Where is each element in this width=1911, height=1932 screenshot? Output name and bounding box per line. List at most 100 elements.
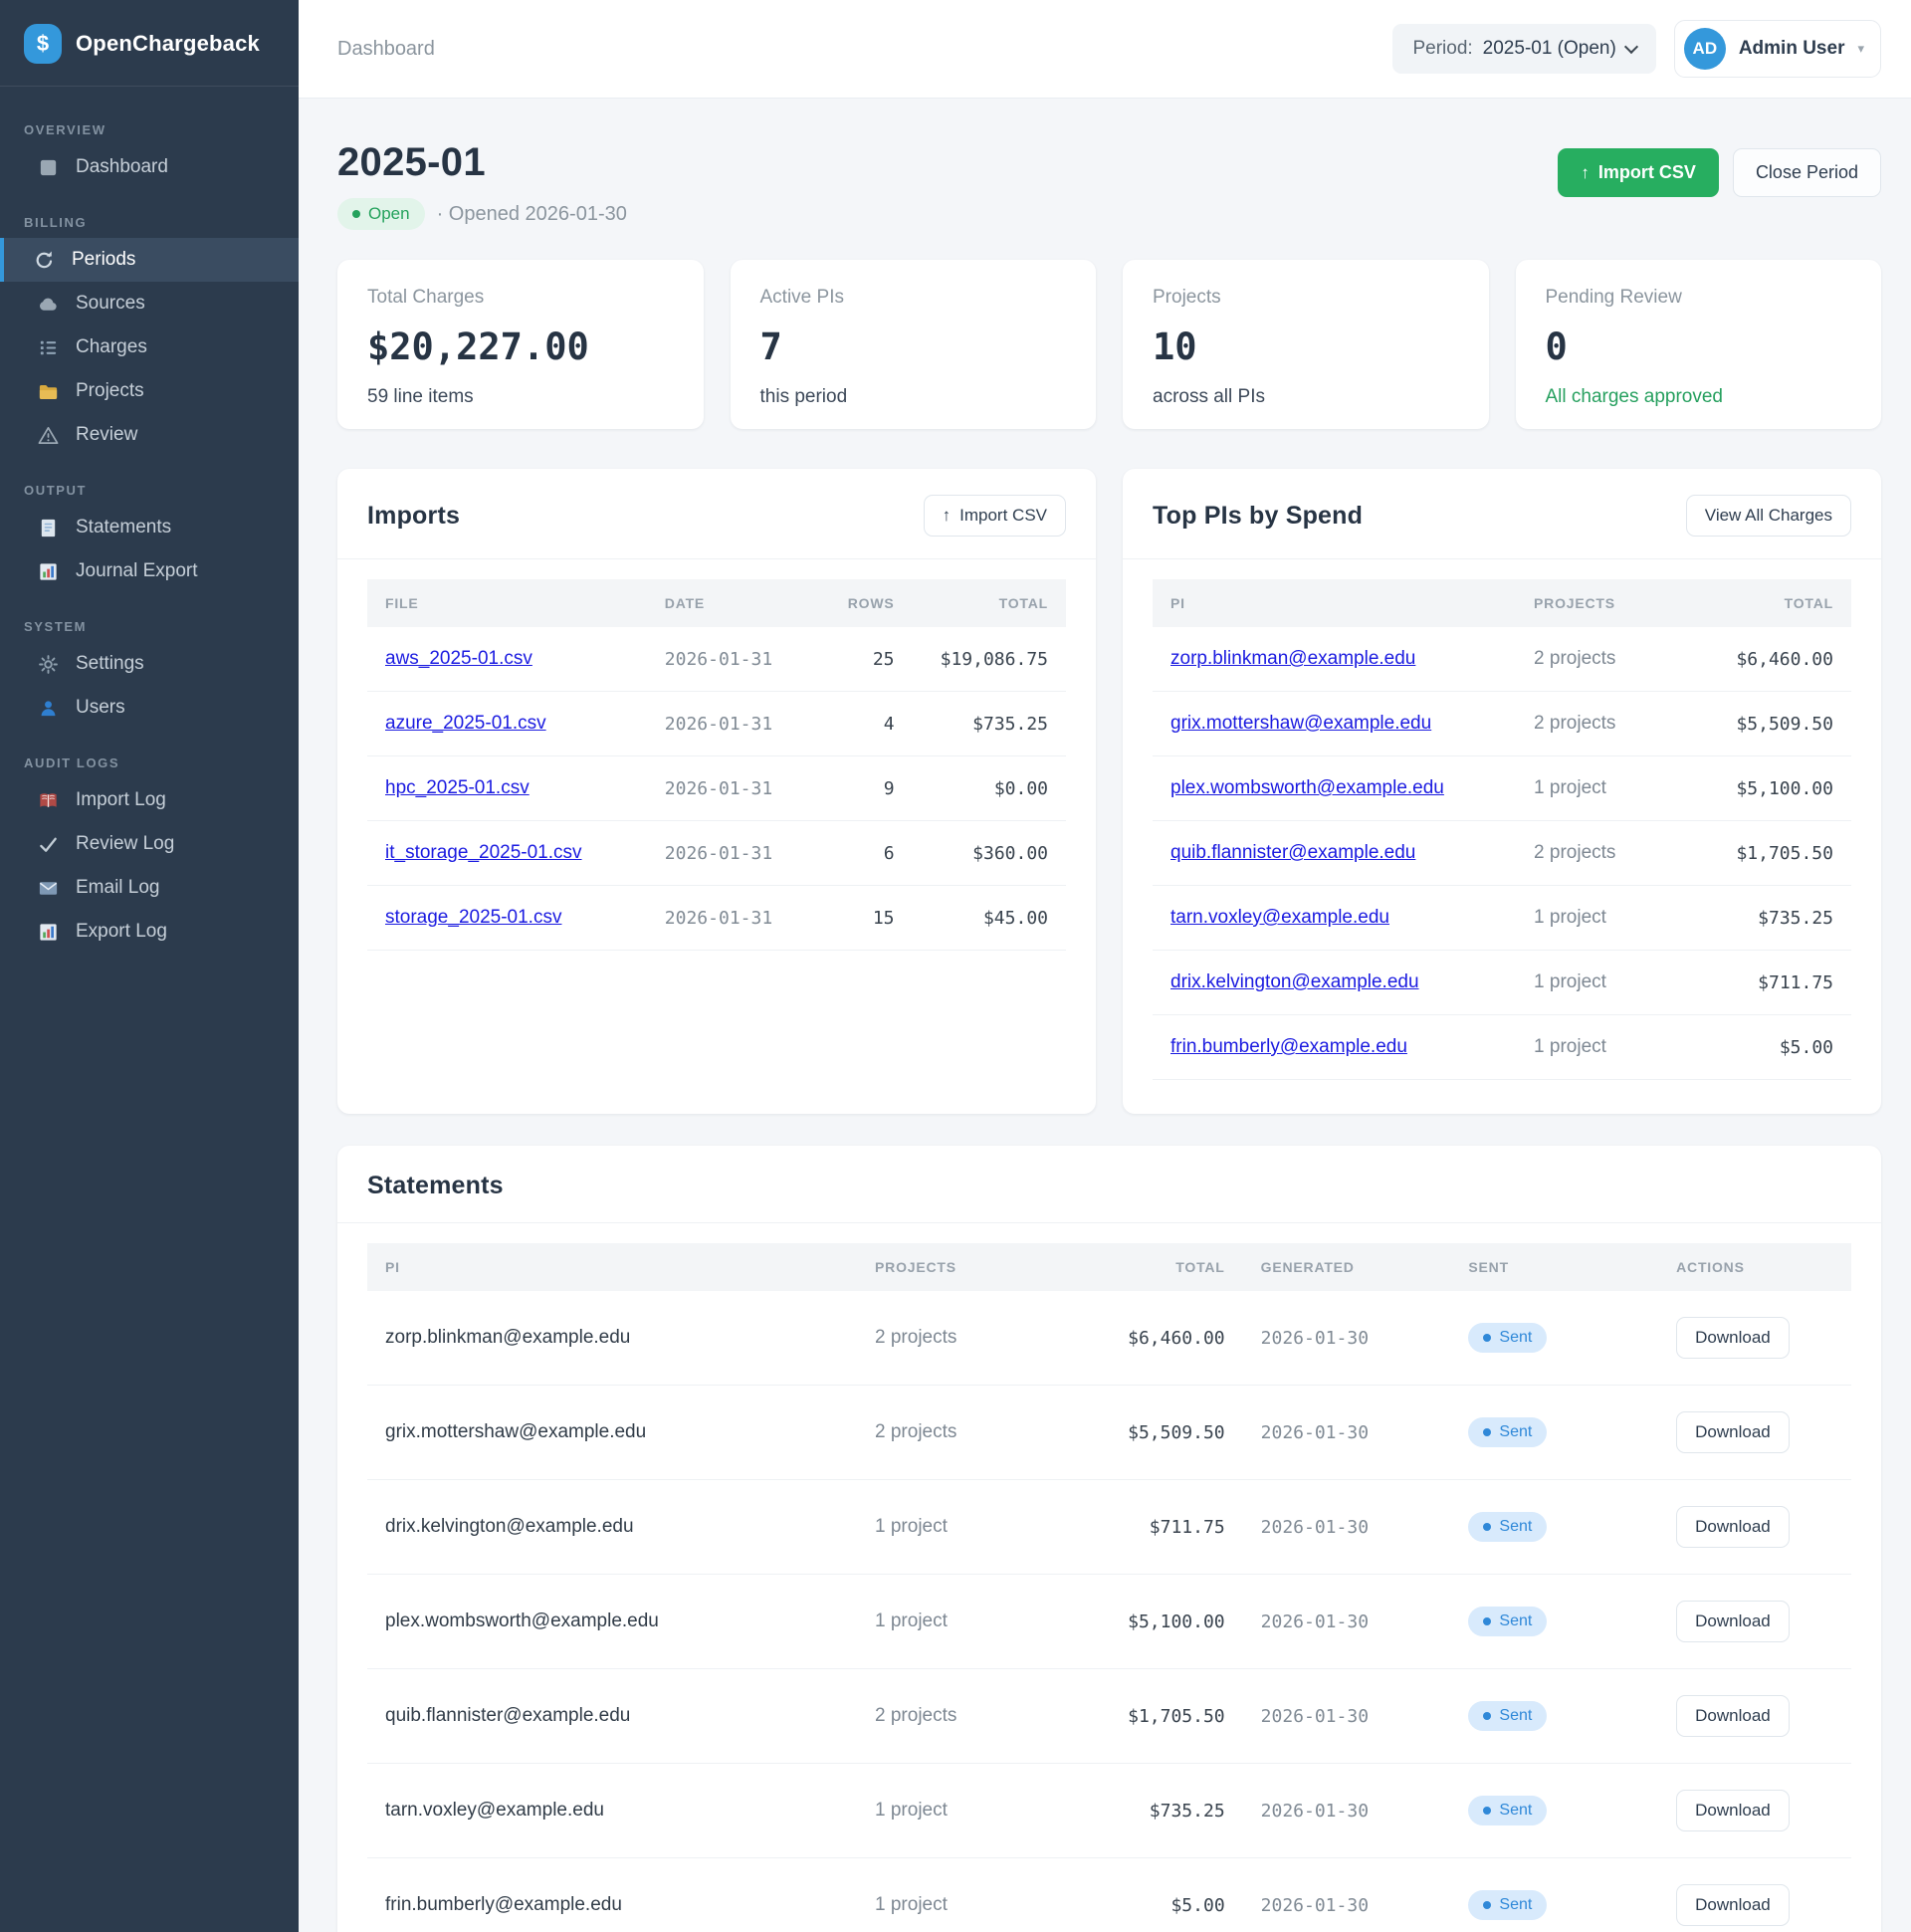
import-csv-label: Import CSV xyxy=(1597,162,1696,182)
table-row: storage_2025-01.csv 2026-01-31 15 $45.00 xyxy=(367,885,1066,951)
column-header: PI xyxy=(1153,579,1517,627)
table-cell: $6,460.00 xyxy=(1683,627,1851,692)
sent-badge: Sent xyxy=(1468,1512,1548,1542)
mail-icon xyxy=(36,876,60,900)
stat-label: Pending Review xyxy=(1545,287,1682,308)
sent-badge: Sent xyxy=(1468,1796,1548,1825)
column-header: PROJECTS xyxy=(857,1243,1080,1291)
period-value: 2025-01 (Open) xyxy=(1482,38,1616,59)
table-cell: 2 projects xyxy=(1516,691,1684,756)
pi-link[interactable]: grix.mottershaw@example.edu xyxy=(1170,713,1432,734)
imports-import-csv-button[interactable]: ↑ Import CSV xyxy=(923,495,1066,537)
sidebar-item-journal-export[interactable]: Journal Export xyxy=(0,549,299,593)
pi-link[interactable]: tarn.voxley@example.edu xyxy=(1170,907,1389,928)
breadcrumb: Dashboard xyxy=(337,37,435,60)
sidebar-item-label: Periods xyxy=(72,249,136,270)
sent-dot-icon xyxy=(1483,1334,1492,1342)
page-header: 2025-01 Open · Opened 2026-01-30 ↑ Import… xyxy=(337,138,1881,230)
table-cell: 2026-01-31 xyxy=(646,691,815,756)
topbar: Dashboard Period: 2025-01 (Open) AD Admi… xyxy=(299,0,1911,99)
header-actions: ↑ Import CSV Close Period xyxy=(1558,148,1881,197)
imports-panel-header: Imports ↑ Import CSV xyxy=(337,469,1096,559)
pi-email: zorp.blinkman@example.edu xyxy=(367,1291,858,1386)
sidebar-section-label: Audit Logs xyxy=(24,755,120,770)
table-cell: 1 project xyxy=(857,1479,1080,1575)
column-header: TOTAL xyxy=(1683,579,1851,627)
table-row: tarn.voxley@example.edu 1 project $735.25 xyxy=(1153,885,1851,951)
sidebar-item-email-log[interactable]: Email Log xyxy=(0,866,299,910)
sidebar-section-label: Output xyxy=(24,483,88,498)
sidebar-item-settings[interactable]: Settings xyxy=(0,642,299,686)
pi-link[interactable]: quib.flannister@example.edu xyxy=(1170,842,1416,863)
stat-label: Total Charges xyxy=(367,287,485,308)
stat-caption: 59 line items xyxy=(367,386,474,407)
cloud-icon xyxy=(36,292,60,316)
refresh-icon xyxy=(32,248,56,272)
sidebar-item-export-log[interactable]: Export Log xyxy=(0,910,299,954)
column-header: DATE xyxy=(646,579,815,627)
download-button[interactable]: Download xyxy=(1676,1790,1790,1831)
statements-panel-body: PI PROJECTS TOTAL GENERATED SENT ACTIONS zorp.… xyxy=(337,1223,1881,1932)
download-button[interactable]: Download xyxy=(1676,1884,1790,1926)
sidebar-item-charges[interactable]: Charges xyxy=(0,325,299,369)
column-header: SENT xyxy=(1450,1243,1659,1291)
table-row: it_storage_2025-01.csv 2026-01-31 6 $360.00 xyxy=(367,820,1066,886)
column-header: FILE xyxy=(367,579,647,627)
content-area: Dashboard Period: 2025-01 (Open) AD Admi… xyxy=(299,0,1911,1932)
pi-link[interactable]: drix.kelvington@example.edu xyxy=(1170,971,1419,992)
download-button[interactable]: Download xyxy=(1676,1317,1790,1359)
user-menu[interactable]: AD Admin User ▾ xyxy=(1673,20,1881,78)
pi-link[interactable]: frin.bumberly@example.edu xyxy=(1170,1036,1407,1057)
sidebar-item-statements[interactable]: Statements xyxy=(0,506,299,549)
table-cell: 1 project xyxy=(1516,885,1684,951)
sidebar-item-users[interactable]: Users xyxy=(0,686,299,730)
download-button[interactable]: Download xyxy=(1676,1506,1790,1548)
chart-icon xyxy=(36,920,60,944)
import-csv-button[interactable]: ↑ Import CSV xyxy=(1558,148,1719,197)
import-file-link[interactable]: it_storage_2025-01.csv xyxy=(385,842,582,863)
statements-table: PI PROJECTS TOTAL GENERATED SENT ACTIONS zorp.… xyxy=(367,1243,1851,1932)
sent-dot-icon xyxy=(1483,1901,1492,1909)
period-select[interactable]: Period: 2025-01 (Open) xyxy=(1392,24,1656,74)
pi-link[interactable]: zorp.blinkman@example.edu xyxy=(1170,648,1416,669)
column-header: TOTAL xyxy=(912,579,1066,627)
table-cell: $5,100.00 xyxy=(1683,755,1851,821)
sidebar-item-projects[interactable]: Projects xyxy=(0,369,299,413)
import-file-link[interactable]: storage_2025-01.csv xyxy=(385,907,562,928)
pi-link[interactable]: plex.wombsworth@example.edu xyxy=(1170,777,1444,798)
sidebar-item-review[interactable]: Review xyxy=(0,413,299,457)
table-row: zorp.blinkman@example.edu 2 projects $6,46… xyxy=(1153,627,1851,692)
sent-badge: Sent xyxy=(1468,1417,1548,1447)
stat-caption: across all PIs xyxy=(1153,386,1265,407)
column-header: PI xyxy=(367,1243,858,1291)
sidebar-item-label: Dashboard xyxy=(76,156,168,177)
sidebar-item-sources[interactable]: Sources xyxy=(0,282,299,325)
table-cell: $5.00 xyxy=(1079,1857,1243,1932)
table-cell: $735.25 xyxy=(1079,1763,1243,1858)
import-file-link[interactable]: hpc_2025-01.csv xyxy=(385,777,530,798)
chevron-down-icon xyxy=(1623,39,1638,54)
imports-table: FILE DATE ROWS TOTAL aws_2025-01.csv 2026-01-… xyxy=(367,579,1066,951)
close-period-button[interactable]: Close Period xyxy=(1732,148,1881,197)
download-button[interactable]: Download xyxy=(1676,1411,1790,1453)
sidebar-nav: Overview Dashboard Billing Periods Sources Ch… xyxy=(0,87,299,973)
download-button[interactable]: Download xyxy=(1676,1695,1790,1737)
sidebar-item-import-log[interactable]: Import Log xyxy=(0,778,299,822)
table-cell: 2026-01-31 xyxy=(646,885,815,951)
sidebar-item-dashboard[interactable]: Dashboard xyxy=(0,145,299,189)
import-file-link[interactable]: aws_2025-01.csv xyxy=(385,648,532,669)
download-button[interactable]: Download xyxy=(1676,1601,1790,1642)
sent-badge: Sent xyxy=(1468,1701,1548,1731)
import-file-link[interactable]: azure_2025-01.csv xyxy=(385,713,546,734)
sent-badge: Sent xyxy=(1468,1323,1548,1353)
view-all-charges-button[interactable]: View All Charges xyxy=(1685,495,1851,537)
stat-label: Active PIs xyxy=(759,287,844,308)
table-cell: $711.75 xyxy=(1079,1479,1243,1575)
sent-dot-icon xyxy=(1483,1807,1492,1815)
table-cell: $5.00 xyxy=(1683,1014,1851,1080)
sidebar-item-review-log[interactable]: Review Log xyxy=(0,822,299,866)
stat-card: Pending Review 0 All charges approved xyxy=(1515,260,1881,429)
sent-dot-icon xyxy=(1483,1712,1492,1720)
sidebar-item-periods[interactable]: Periods xyxy=(0,238,299,282)
